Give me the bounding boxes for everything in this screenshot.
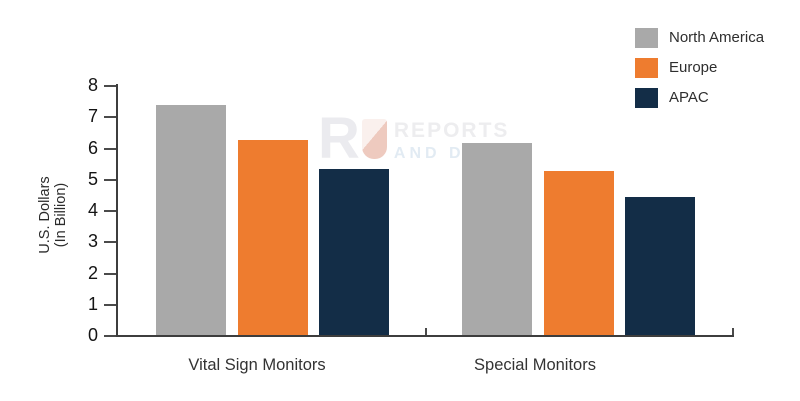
y-tick-mark-6 [104,147,116,150]
legend-item-north-america: North America [635,28,764,48]
y-axis-line [116,84,118,337]
y-tick-label-2: 2 [87,262,98,283]
x-boundary-tick-1 [732,328,734,337]
x-category-label-vital-sign-monitors: Vital Sign Monitors [188,356,326,374]
x-category-label-special-monitors: Special Monitors [474,356,596,374]
bar-north-america-vital-sign-monitors [156,105,226,335]
legend-item-apac: APAC [635,88,764,108]
bar-europe-vital-sign-monitors [237,140,308,335]
y-tick-mark-8 [104,85,116,87]
legend-label-apac: APAC [669,89,709,106]
legend-item-europe: Europe [635,58,764,78]
y-tick-label-6: 6 [87,137,98,158]
bar-europe-special-monitors [543,171,614,335]
y-tick-label-4: 4 [87,200,98,221]
y-tick-mark-3 [104,241,116,244]
y-tick-mark-5 [104,178,116,181]
y-tick-label-5: 5 [87,168,98,189]
y-tick-mark-2 [104,272,116,275]
y-tick-mark-7 [104,116,116,119]
y-tick-mark-4 [104,210,116,212]
legend-swatch-europe [635,58,658,78]
legend-swatch-north-america [635,28,658,48]
y-tick-label-3: 3 [87,231,98,252]
bar-apac-vital-sign-monitors [319,169,389,335]
legend: North America Europe APAC [635,28,764,108]
watermark-line1: REPORTS [393,119,510,142]
watermark-shield-icon [361,119,387,159]
bar-north-america-special-monitors [462,143,532,335]
bar-apac-special-monitors [625,197,695,335]
x-axis-line [116,335,734,337]
y-axis-title-line1: U.S. Dollars [37,176,53,254]
y-tick-mark-1 [104,303,116,306]
legend-swatch-apac [635,88,658,108]
y-tick-label-1: 1 [87,293,98,314]
legend-label-north-america: North America [669,29,765,46]
y-tick-label-7: 7 [87,106,98,127]
x-boundary-tick-0 [425,328,427,337]
legend-label-europe: Europe [669,59,718,76]
y-tick-label-0: 0 [87,325,98,346]
y-tick-label-8: 8 [87,75,98,96]
watermark-logo-letter: R [318,106,360,171]
y-tick-mark-0 [104,335,116,337]
